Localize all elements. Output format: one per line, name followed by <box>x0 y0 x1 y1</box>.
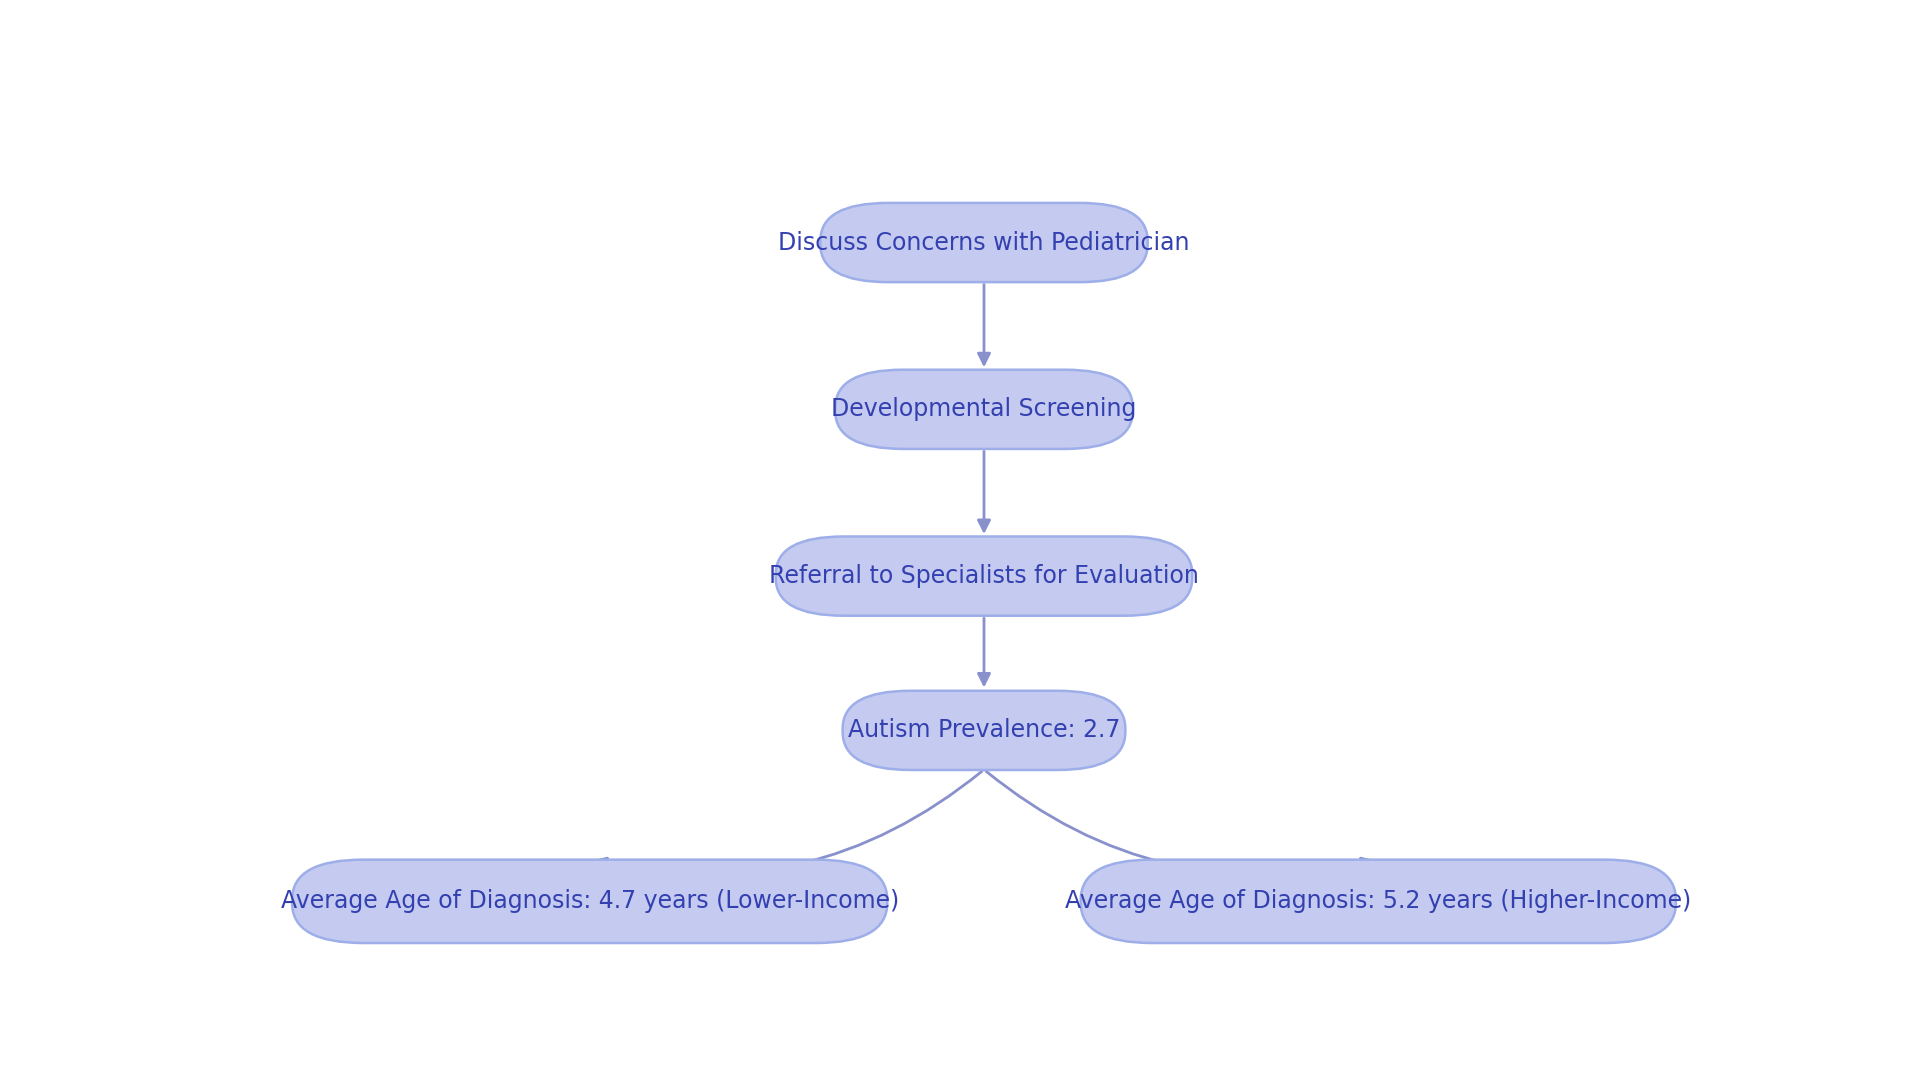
FancyBboxPatch shape <box>292 860 887 943</box>
Text: Average Age of Diagnosis: 4.7 years (Lower-Income): Average Age of Diagnosis: 4.7 years (Low… <box>280 889 899 913</box>
Text: Developmental Screening: Developmental Screening <box>831 397 1137 421</box>
Text: Average Age of Diagnosis: 5.2 years (Higher-Income): Average Age of Diagnosis: 5.2 years (Hig… <box>1066 889 1692 913</box>
FancyBboxPatch shape <box>820 203 1148 283</box>
FancyBboxPatch shape <box>843 691 1125 770</box>
Text: Referral to Specialists for Evaluation: Referral to Specialists for Evaluation <box>770 564 1198 588</box>
FancyBboxPatch shape <box>835 369 1133 449</box>
Text: Autism Prevalence: 2.7: Autism Prevalence: 2.7 <box>849 718 1119 742</box>
FancyBboxPatch shape <box>776 536 1192 616</box>
Text: Discuss Concerns with Pediatrician: Discuss Concerns with Pediatrician <box>778 231 1190 255</box>
FancyBboxPatch shape <box>1081 860 1676 943</box>
